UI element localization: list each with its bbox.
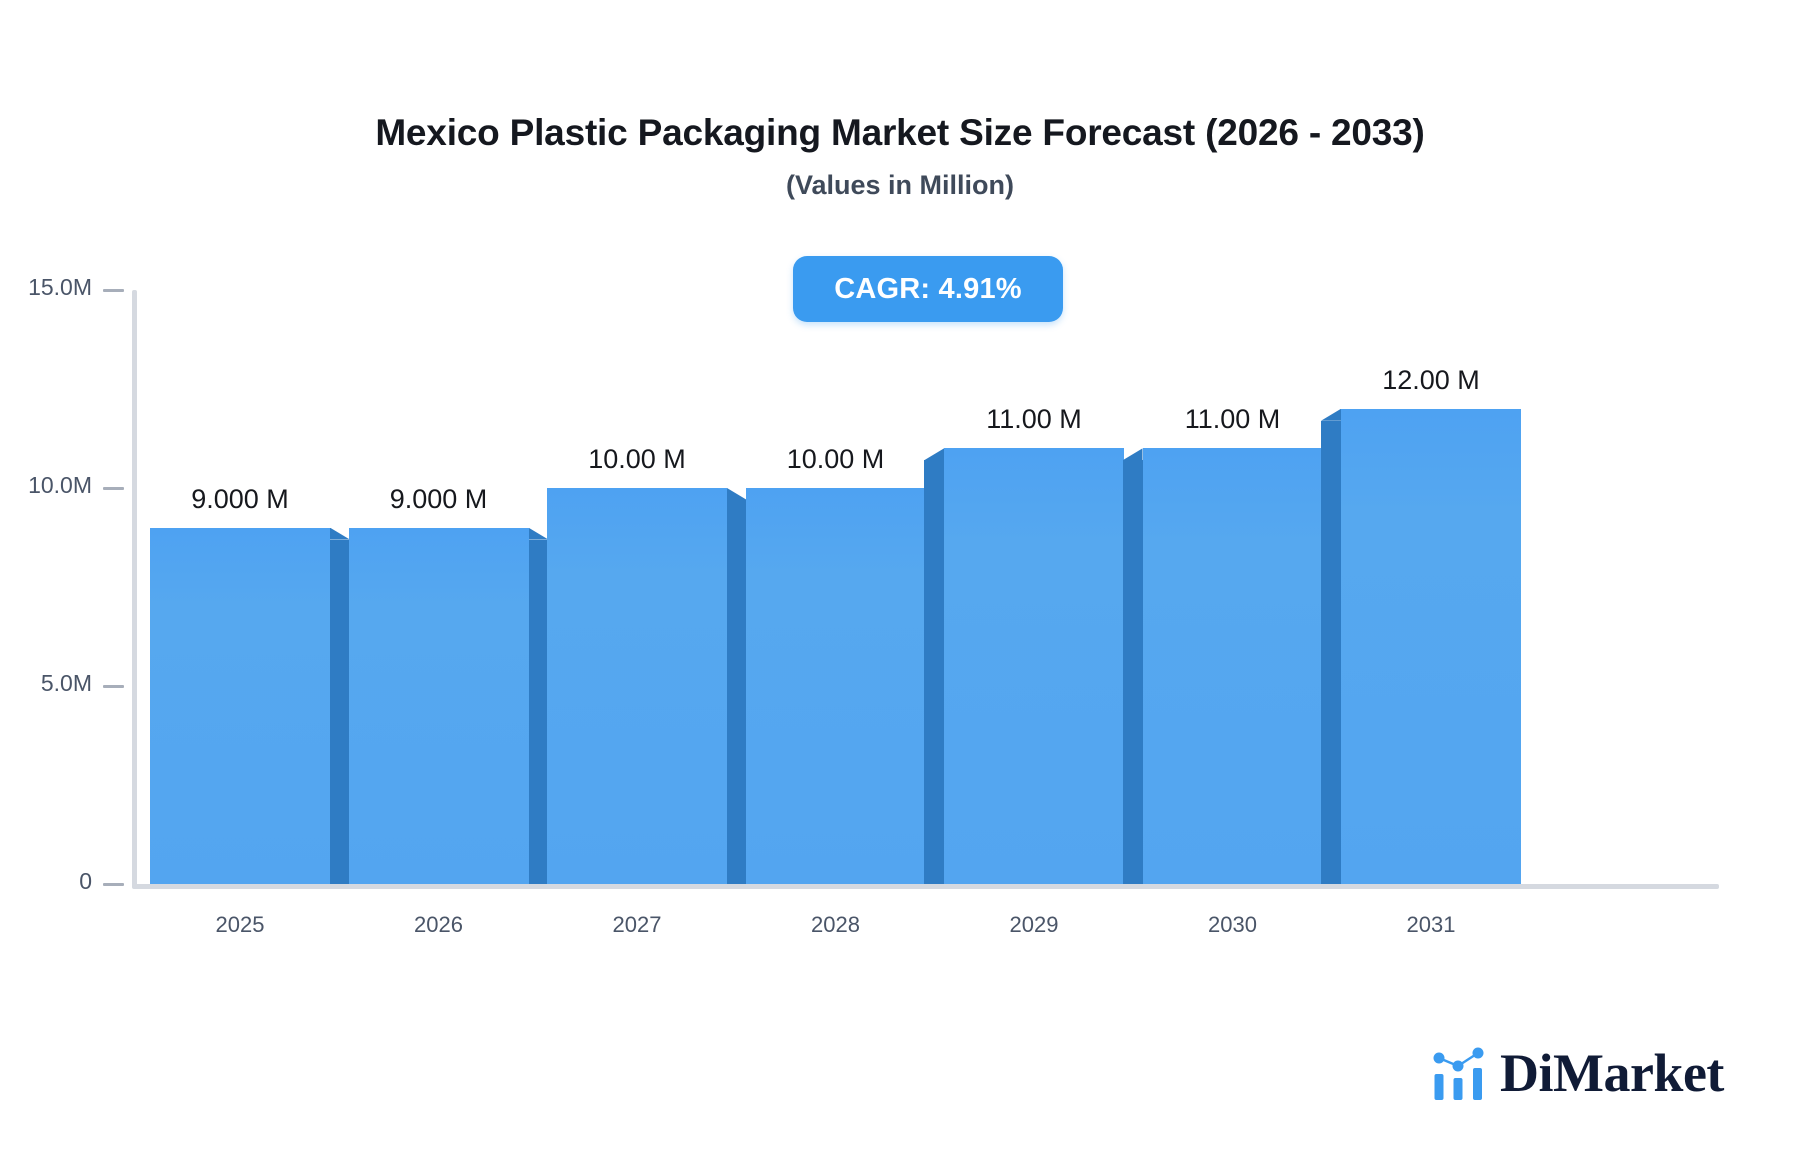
x-axis-label-2030: 2030 xyxy=(1208,912,1257,937)
bar-side-cap xyxy=(1122,448,1143,461)
bar-value-label: 10.00 M xyxy=(786,444,885,474)
bar-2028[interactable]: 10.00 M xyxy=(745,444,926,884)
bar-front-face xyxy=(150,527,330,884)
x-axis-label-2028: 2028 xyxy=(811,912,860,937)
chart-title: Mexico Plastic Packaging Market Size For… xyxy=(375,112,1425,153)
cagr-badge-label: CAGR: 4.91% xyxy=(834,272,1022,305)
y-axis-tick-label: 15.0M xyxy=(28,274,92,300)
y-axis-tick-mark xyxy=(103,883,124,886)
bar-front-face xyxy=(745,488,926,884)
bar-front-face xyxy=(1341,408,1521,884)
x-axis-label-2031: 2031 xyxy=(1406,912,1456,937)
chart-subtitle: (Values in Million) xyxy=(785,170,1015,200)
bar-side-panel xyxy=(528,539,549,884)
bar-front-face xyxy=(348,527,529,884)
bar-chart-dots-icon xyxy=(1432,1044,1486,1102)
bar-value-label: 9.000 M xyxy=(191,483,289,514)
bar-2025[interactable]: 9.000 M xyxy=(150,484,350,884)
bar-2027[interactable]: 10.00 M xyxy=(547,444,747,884)
x-axis-label-2026: 2026 xyxy=(414,912,463,937)
y-axis-line xyxy=(132,290,137,887)
bar-side-panel xyxy=(330,539,350,884)
bar-side-panel xyxy=(924,460,944,884)
brand-logo-text: DiMarket xyxy=(1500,1043,1724,1103)
bar-front-face xyxy=(547,488,727,884)
bar-2026[interactable]: 9.000 M xyxy=(348,484,549,884)
bar-2030[interactable]: 11.00 M xyxy=(1122,404,1323,884)
bar-front-face xyxy=(1142,448,1323,884)
y-axis-tick-label: 10.0M xyxy=(28,472,92,498)
bar-side-cap xyxy=(330,527,350,540)
bar-side-panel xyxy=(1122,460,1143,884)
bar-side-cap xyxy=(1321,408,1341,421)
x-axis-label-2027: 2027 xyxy=(612,912,662,937)
bar-value-label: 9.000 M xyxy=(389,483,488,514)
bar-side-cap xyxy=(727,488,747,500)
x-axis-label-2025: 2025 xyxy=(215,912,265,937)
bar-front-face xyxy=(944,448,1124,884)
y-axis-tick-label: 0 xyxy=(79,868,92,894)
bar-2031[interactable]: 12.00 M xyxy=(1321,365,1521,884)
bar-value-label: 10.00 M xyxy=(588,444,686,474)
brand-logo: DiMarket xyxy=(1432,1044,1724,1102)
bar-2029[interactable]: 11.00 M xyxy=(924,404,1124,884)
x-axis-label-2029: 2029 xyxy=(1009,912,1059,937)
y-axis-tick-mark xyxy=(103,289,124,292)
y-axis-tick-label: 5.0M xyxy=(40,670,92,696)
cagr-badge: CAGR: 4.91% xyxy=(793,256,1063,322)
bar-side-panel xyxy=(727,500,747,884)
bar-value-label: 11.00 M xyxy=(1184,404,1281,435)
y-axis-tick-mark xyxy=(103,487,124,490)
bar-value-label: 11.00 M xyxy=(986,404,1082,435)
x-axis-line xyxy=(132,884,1719,889)
bar-value-label: 12.00 M xyxy=(1382,364,1480,395)
bar-side-cap xyxy=(924,448,944,461)
y-axis-tick-mark xyxy=(103,685,124,688)
bar-side-panel xyxy=(1321,420,1341,884)
bar-side-cap xyxy=(528,527,549,540)
